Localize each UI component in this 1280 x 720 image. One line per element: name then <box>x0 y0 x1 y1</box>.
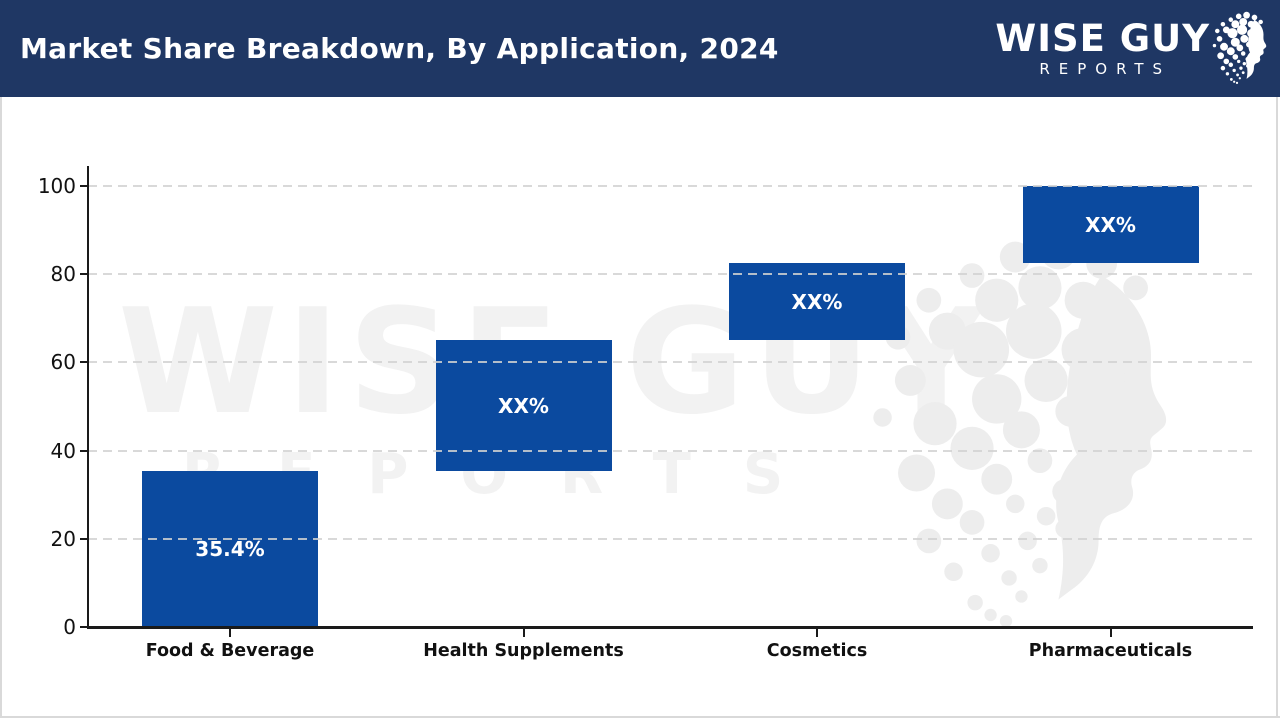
y-tick <box>80 361 88 364</box>
border-left <box>0 97 2 718</box>
x-tick <box>522 629 525 637</box>
bar-food-beverage <box>142 470 318 627</box>
y-axis-label: 0 <box>63 615 76 639</box>
bar-value-label: XX% <box>498 393 549 418</box>
header: Market Share Breakdown, By Application, … <box>0 0 1280 97</box>
x-axis-label: Food & Beverage <box>145 641 315 661</box>
bar-cosmetics <box>729 263 905 341</box>
y-axis-label: 20 <box>50 526 76 551</box>
x-axis-label: Pharmaceuticals <box>1028 641 1193 661</box>
logo-subtitle: REPORTS <box>1039 59 1172 78</box>
y-axis-label: 40 <box>50 438 76 463</box>
bar-value-label: 35.4% <box>195 536 265 561</box>
x-axis-line <box>87 626 1253 629</box>
gridline-20 <box>88 537 1253 540</box>
bar-value-label: XX% <box>791 289 843 314</box>
wiseguy-logo: WISE GUY REPORTS <box>995 9 1268 89</box>
wiseguy-logo-text: WISE GUY REPORTS <box>995 20 1210 78</box>
y-tick <box>80 273 88 276</box>
y-axis-label: 80 <box>50 262 76 287</box>
y-tick <box>80 185 88 187</box>
border-right <box>1276 97 1278 718</box>
x-tick <box>816 629 818 637</box>
gridline-80 <box>88 273 1253 276</box>
y-tick <box>80 626 88 628</box>
y-axis-label: 60 <box>50 350 76 375</box>
gridline-40 <box>88 449 1253 452</box>
logo-wordmark: WISE GUY <box>995 16 1210 60</box>
x-tick <box>1109 629 1112 637</box>
y-axis-label: 100 <box>37 174 76 198</box>
y-tick <box>80 449 88 452</box>
border-bottom <box>0 716 1280 718</box>
x-tick <box>229 629 231 637</box>
gridline-100 <box>88 185 1253 187</box>
y-tick <box>80 537 88 540</box>
y-axis-line <box>87 166 89 629</box>
bar-value-label: XX% <box>1085 212 1136 237</box>
wiseguy-head-icon <box>1206 9 1268 89</box>
x-axis-label: Cosmetics <box>766 641 868 661</box>
page-title: Market Share Breakdown, By Application, … <box>20 32 779 65</box>
x-axis-label: Health Supplements <box>423 641 624 661</box>
bar-pharmaceuticals <box>1022 186 1199 264</box>
gridline-60 <box>88 361 1253 364</box>
